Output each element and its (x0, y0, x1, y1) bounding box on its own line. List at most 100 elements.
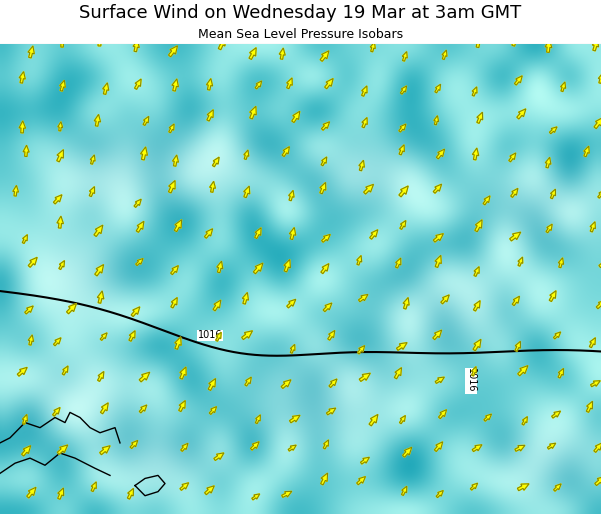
FancyArrow shape (139, 405, 147, 413)
FancyArrow shape (281, 380, 291, 389)
FancyArrow shape (326, 408, 336, 415)
FancyArrow shape (554, 332, 561, 339)
FancyArrow shape (53, 195, 62, 204)
FancyArrow shape (135, 79, 141, 89)
FancyArrow shape (244, 150, 249, 159)
FancyArrow shape (255, 228, 261, 238)
FancyArrow shape (433, 184, 442, 193)
FancyArrow shape (214, 453, 224, 461)
FancyArrow shape (143, 116, 148, 125)
FancyArrow shape (209, 407, 216, 414)
FancyArrow shape (59, 80, 66, 91)
FancyArrow shape (549, 127, 557, 134)
FancyArrow shape (328, 331, 335, 340)
FancyArrow shape (549, 291, 556, 302)
FancyArrow shape (325, 79, 333, 89)
FancyArrow shape (169, 124, 174, 133)
FancyArrow shape (22, 234, 28, 244)
FancyArrow shape (320, 473, 328, 485)
FancyArrow shape (599, 74, 601, 83)
FancyArrow shape (594, 443, 601, 452)
FancyArrow shape (399, 186, 408, 197)
FancyArrow shape (359, 295, 368, 302)
FancyArrow shape (402, 51, 407, 61)
FancyArrow shape (359, 160, 364, 171)
FancyArrow shape (59, 261, 64, 269)
FancyArrow shape (593, 39, 599, 51)
FancyArrow shape (171, 298, 177, 308)
FancyArrow shape (546, 224, 552, 233)
FancyArrow shape (139, 372, 150, 382)
FancyArrow shape (94, 115, 100, 126)
FancyArrow shape (515, 341, 520, 351)
FancyArrow shape (400, 221, 406, 229)
FancyArrow shape (329, 379, 337, 388)
FancyArrow shape (552, 411, 561, 418)
Text: Surface Wind on Wednesday 19 Mar at 3am GMT: Surface Wind on Wednesday 19 Mar at 3am … (79, 4, 522, 22)
FancyArrow shape (321, 157, 327, 166)
FancyArrow shape (289, 227, 296, 240)
FancyArrow shape (591, 381, 600, 387)
FancyArrow shape (587, 401, 593, 412)
FancyArrow shape (254, 263, 263, 274)
FancyArrow shape (435, 377, 444, 383)
FancyArrow shape (395, 258, 401, 268)
FancyArrow shape (362, 86, 367, 96)
FancyArrow shape (212, 157, 219, 167)
FancyArrow shape (19, 71, 25, 83)
FancyArrow shape (511, 188, 518, 197)
FancyArrow shape (474, 267, 479, 277)
FancyArrow shape (288, 445, 296, 451)
FancyArrow shape (477, 112, 483, 123)
FancyArrow shape (255, 81, 261, 89)
FancyArrow shape (100, 403, 108, 414)
FancyArrow shape (514, 76, 522, 85)
FancyArrow shape (554, 484, 561, 491)
FancyArrow shape (90, 187, 94, 196)
FancyArrow shape (599, 259, 601, 268)
FancyArrow shape (561, 82, 566, 91)
FancyArrow shape (284, 260, 290, 272)
FancyArrow shape (242, 331, 252, 340)
FancyArrow shape (436, 149, 445, 159)
FancyArrow shape (22, 414, 28, 424)
FancyArrow shape (282, 491, 292, 498)
FancyArrow shape (596, 300, 601, 309)
FancyArrow shape (433, 330, 442, 340)
FancyArrow shape (322, 234, 331, 242)
FancyArrow shape (180, 367, 186, 379)
FancyArrow shape (97, 291, 104, 303)
FancyArrow shape (53, 338, 61, 346)
FancyArrow shape (522, 416, 528, 425)
FancyArrow shape (475, 35, 482, 48)
FancyArrow shape (171, 266, 178, 274)
FancyArrow shape (218, 38, 225, 50)
FancyArrow shape (208, 378, 216, 391)
FancyArrow shape (369, 414, 378, 426)
FancyArrow shape (435, 442, 443, 451)
FancyArrow shape (435, 255, 441, 267)
FancyArrow shape (172, 155, 178, 166)
FancyArrow shape (473, 339, 481, 351)
FancyArrow shape (400, 415, 406, 424)
FancyArrow shape (323, 440, 329, 449)
FancyArrow shape (287, 299, 296, 308)
FancyArrow shape (19, 121, 26, 133)
FancyArrow shape (172, 79, 178, 91)
FancyArrow shape (510, 232, 520, 241)
FancyArrow shape (181, 443, 188, 451)
FancyArrow shape (472, 148, 479, 160)
FancyArrow shape (594, 118, 601, 128)
Text: 1016: 1016 (198, 331, 222, 340)
FancyArrow shape (130, 440, 138, 449)
FancyArrow shape (56, 150, 64, 162)
FancyArrow shape (127, 488, 133, 499)
FancyArrow shape (129, 331, 135, 341)
FancyArrow shape (517, 109, 526, 119)
FancyArrow shape (400, 86, 407, 94)
FancyArrow shape (255, 415, 260, 424)
FancyArrow shape (434, 116, 439, 125)
FancyArrow shape (136, 222, 144, 232)
FancyArrow shape (397, 343, 407, 351)
FancyArrow shape (180, 483, 189, 490)
